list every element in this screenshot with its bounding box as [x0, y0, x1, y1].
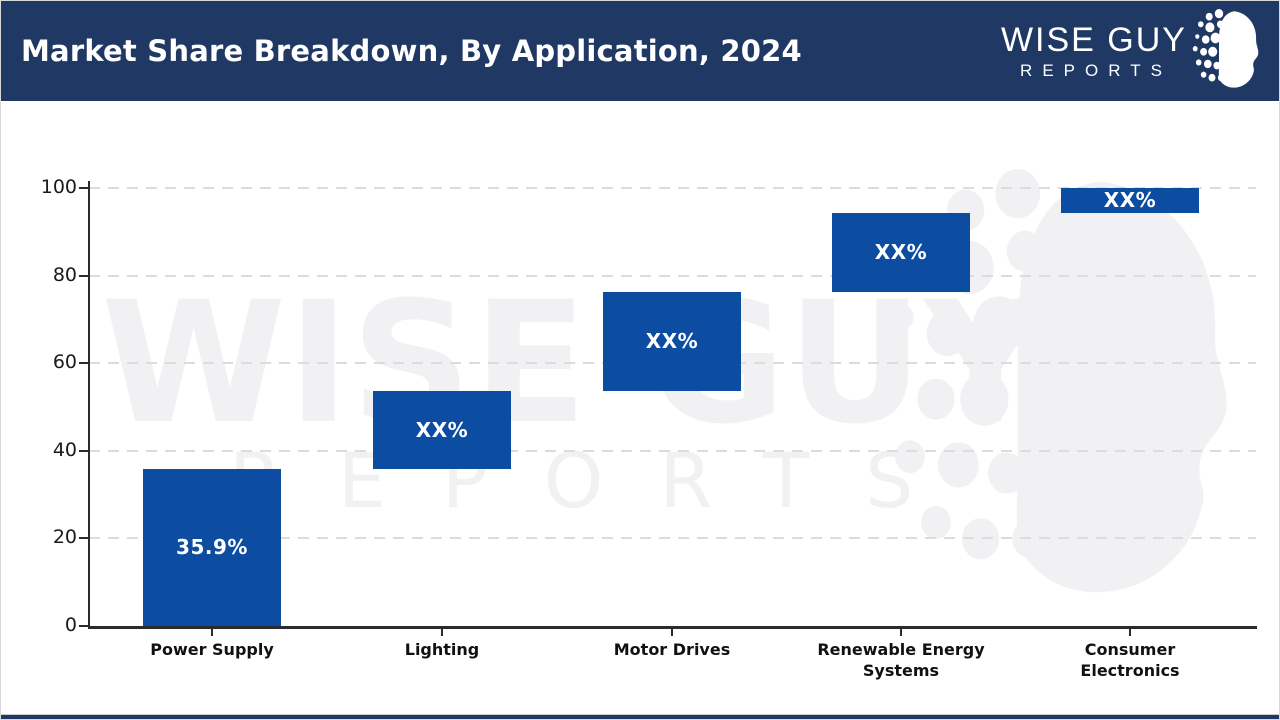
- y-tick-label-40: 40: [52, 438, 77, 461]
- wiseguy-head-icon: [1192, 9, 1259, 88]
- bar-renewable-energy-systems: XX%: [832, 212, 970, 292]
- y-tick-label-0: 0: [64, 614, 77, 636]
- category-label-consumer-electronics: Consumer Electronics: [1080, 640, 1180, 680]
- bar-motor-drives: XX%: [603, 291, 741, 391]
- y-axis: [88, 181, 90, 627]
- gridline-20: [89, 537, 1256, 540]
- y-tick-label-20: 20: [52, 526, 77, 549]
- y-tick-60: [79, 362, 88, 365]
- header: Market Share Breakdown, By Application, …: [1, 1, 1279, 101]
- y-tick-0: [79, 625, 88, 627]
- value-label-consumer-electronics: XX%: [1103, 188, 1157, 213]
- x-tick-motor-drives: [671, 629, 673, 636]
- value-label-renewable-energy-systems: XX%: [874, 240, 928, 265]
- bar-consumer-electronics: XX%: [1061, 188, 1199, 213]
- watermark-subtext: REPORTS: [229, 436, 970, 525]
- y-tick-label-80: 80: [52, 263, 77, 286]
- value-label-lighting: XX%: [415, 417, 469, 442]
- footer-bar: [1, 715, 1279, 719]
- value-label-power-supply: 35.9%: [176, 535, 248, 560]
- y-tick-label-60: 60: [52, 351, 77, 374]
- y-tick-100: [79, 187, 88, 189]
- value-label-motor-drives: XX%: [645, 329, 699, 354]
- x-axis: [88, 626, 1257, 629]
- logo-subtext: REPORTS: [1020, 61, 1172, 80]
- category-label-renewable-energy-systems: Renewable Energy Systems: [817, 640, 985, 680]
- wiseguy-logo: WISE GUY REPORTS: [1001, 9, 1261, 93]
- logo-wordmark: WISE GUY: [1000, 21, 1187, 59]
- bar-power-supply: 35.9%: [143, 468, 281, 626]
- gridline-80: [89, 274, 1256, 277]
- gridline-100: [89, 187, 1256, 189]
- footer-divider: [1, 714, 1279, 715]
- logo-text: WISE GUY REPORTS: [1001, 21, 1187, 81]
- y-tick-40: [79, 449, 88, 452]
- chart-title: Market Share Breakdown, By Application, …: [21, 34, 802, 68]
- x-tick-consumer-electronics: [1129, 629, 1131, 636]
- x-tick-lighting: [441, 629, 443, 636]
- category-label-power-supply: Power Supply: [150, 640, 274, 659]
- x-tick-power-supply: [211, 629, 213, 636]
- gridline-40: [89, 449, 1256, 452]
- bar-lighting: XX%: [373, 390, 511, 469]
- category-label-lighting: Lighting: [404, 640, 480, 659]
- category-label-motor-drives: Motor Drives: [613, 640, 731, 659]
- x-tick-renewable-energy-systems: [900, 629, 902, 636]
- y-tick-label-100: 100: [40, 176, 77, 198]
- y-tick-20: [79, 537, 88, 540]
- y-tick-80: [79, 274, 88, 277]
